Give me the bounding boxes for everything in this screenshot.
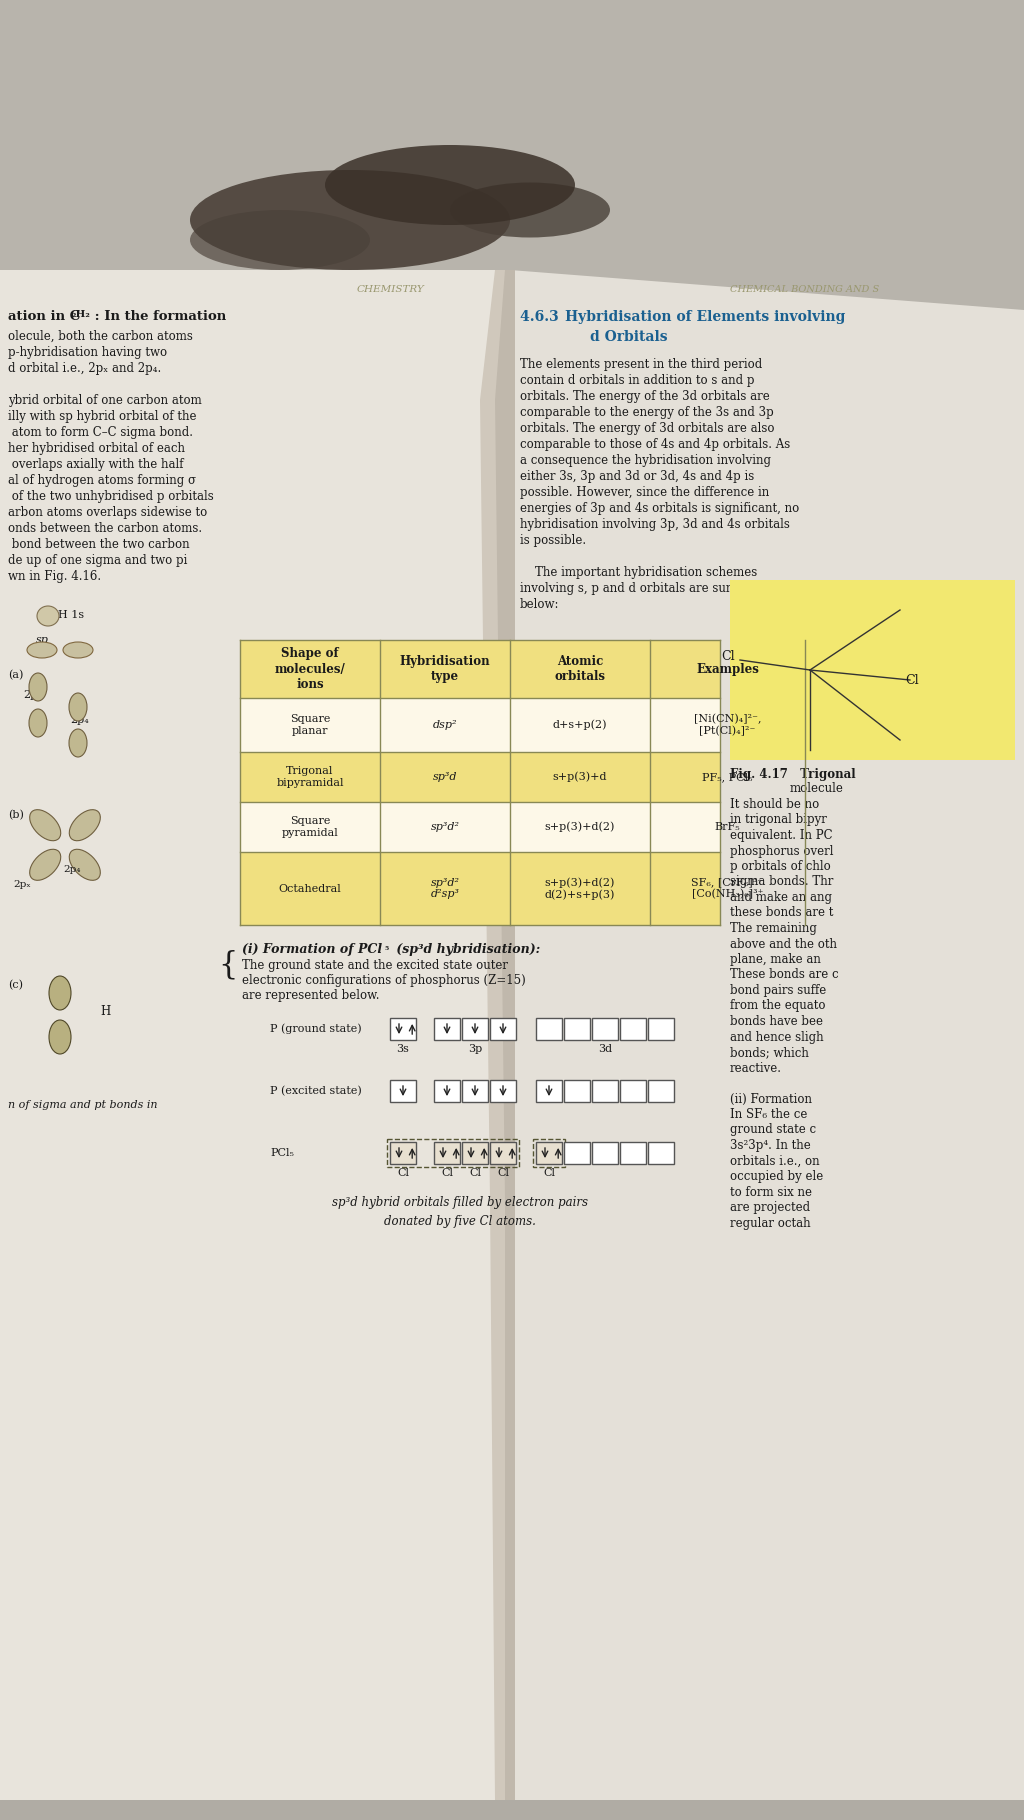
Text: (sp³d hybridisation):: (sp³d hybridisation): [392,943,541,956]
Ellipse shape [29,710,47,737]
Text: : In the formation: : In the formation [90,309,226,322]
Text: Atomic
orbitals: Atomic orbitals [555,655,605,682]
Text: 3s: 3s [396,1045,410,1054]
Text: bond between the two carbon: bond between the two carbon [8,539,189,551]
Bar [592,1017,618,1039]
Text: orbitals. The energy of 3d orbitals are also: orbitals. The energy of 3d orbitals are … [520,422,774,435]
Text: (a): (a) [8,670,24,681]
Text: orbitals. The energy of the 3d orbitals are: orbitals. The energy of the 3d orbitals … [520,389,770,402]
Ellipse shape [70,850,100,881]
Text: The ground state and the excited state outer: The ground state and the excited state o… [242,959,508,972]
Text: d Orbitals: d Orbitals [590,329,668,344]
Text: olecule, both the carbon atoms: olecule, both the carbon atoms [8,329,193,342]
Text: Hybridisation
type: Hybridisation type [399,655,490,682]
Text: n of sigma and pt bonds in: n of sigma and pt bonds in [8,1099,158,1110]
Text: from the equato: from the equato [730,999,825,1012]
Text: energies of 3p and 4s orbitals is significant, no: energies of 3p and 4s orbitals is signif… [520,502,800,515]
Text: Square
planar: Square planar [290,713,330,735]
Ellipse shape [190,169,510,269]
Text: Hybridisation of Elements involving: Hybridisation of Elements involving [565,309,846,324]
Text: sp³d hybrid orbitals filled by electron pairs
donated by five Cl atoms.: sp³d hybrid orbitals filled by electron … [332,1196,588,1228]
Text: plane, make an: plane, make an [730,954,821,966]
Text: The important hybridisation schemes: The important hybridisation schemes [520,566,758,579]
Ellipse shape [30,850,60,881]
Bar [648,1079,674,1101]
Text: these bonds are t: these bonds are t [730,906,834,919]
Text: her hybridised orbital of each: her hybridised orbital of each [8,442,185,455]
Text: 2pₓ: 2pₓ [13,881,31,888]
Bar [240,641,720,699]
Text: P (excited state): P (excited state) [270,1087,361,1096]
Bar [390,1079,416,1101]
Bar [564,1017,590,1039]
Text: P (ground state): P (ground state) [270,1023,361,1034]
Ellipse shape [190,209,370,269]
Text: onds between the carbon atoms.: onds between the carbon atoms. [8,522,202,535]
Text: bond pairs suffe: bond pairs suffe [730,985,826,997]
Ellipse shape [27,642,57,659]
Text: of the two unhybridised p orbitals: of the two unhybridised p orbitals [8,490,214,502]
Bar [462,1017,488,1039]
Ellipse shape [69,730,87,757]
Text: ₂H₂: ₂H₂ [72,309,91,318]
Bar [564,1079,590,1101]
Text: Cl: Cl [905,673,919,686]
Bar [462,1141,488,1165]
Text: phosphorus overl: phosphorus overl [730,844,834,857]
Text: s+p(3)+d(2)
d(2)+s+p(3): s+p(3)+d(2) d(2)+s+p(3) [545,877,615,899]
Text: equivalent. In PC: equivalent. In PC [730,828,833,843]
Text: 3s²3p⁴. In the: 3s²3p⁴. In the [730,1139,811,1152]
Text: below:: below: [520,599,559,612]
Bar [240,803,720,852]
Text: SF₆, [CrF₆]³⁻
[Co(NH₃)₆]³⁺: SF₆, [CrF₆]³⁻ [Co(NH₃)₆]³⁺ [691,877,764,899]
Text: Octahedral: Octahedral [279,883,341,894]
Text: de up of one sigma and two pi: de up of one sigma and two pi [8,553,187,568]
Text: overlaps axially with the half: overlaps axially with the half [8,459,183,471]
Text: Cl: Cl [397,1168,409,1178]
Polygon shape [495,269,515,1800]
Text: Square
pyramidal: Square pyramidal [282,815,338,837]
Ellipse shape [49,976,71,1010]
Text: Cl: Cl [441,1168,453,1178]
Text: 3p: 3p [468,1045,482,1054]
Bar [536,1079,562,1101]
Text: electronic configurations of phosphorus (Z=15): electronic configurations of phosphorus … [242,974,525,986]
Text: d+s+p(2): d+s+p(2) [553,719,607,730]
Bar [592,1141,618,1165]
Text: sigma bonds. Thr: sigma bonds. Thr [730,875,834,888]
Polygon shape [510,269,1024,1800]
Text: sp: sp [36,635,49,644]
Polygon shape [0,269,500,1800]
Text: illy with sp hybrid orbital of the: illy with sp hybrid orbital of the [8,410,197,422]
Text: Cl: Cl [543,1168,555,1178]
Text: p orbitals of chlo: p orbitals of chlo [730,861,830,874]
Bar [620,1017,646,1039]
Text: a consequence the hybridisation involving: a consequence the hybridisation involvin… [520,453,771,468]
Text: 4.6.3: 4.6.3 [520,309,568,324]
Bar [536,1017,562,1039]
Text: arbon atoms overlaps sidewise to: arbon atoms overlaps sidewise to [8,506,207,519]
Text: H 1s: H 1s [58,610,84,621]
Text: [Ni(CN)₄]²⁻,
[Pt(Cl)₄]²⁻: [Ni(CN)₄]²⁻, [Pt(Cl)₄]²⁻ [693,713,761,735]
Text: al of hydrogen atoms forming σ: al of hydrogen atoms forming σ [8,473,196,488]
Bar [390,1141,416,1165]
Text: Cl: Cl [497,1168,509,1178]
Bar [462,1079,488,1101]
Text: s+p(3)+d(2): s+p(3)+d(2) [545,821,615,832]
Ellipse shape [49,1019,71,1054]
Text: bonds have bee: bonds have bee [730,1016,823,1028]
Text: are represented below.: are represented below. [242,988,380,1003]
Bar [0,0,1024,309]
Bar [534,1139,565,1167]
Text: Cl: Cl [469,1168,481,1178]
Bar [240,852,720,925]
Text: either 3s, 3p and 3d or 3d, 4s and 4p is: either 3s, 3p and 3d or 3d, 4s and 4p is [520,470,755,482]
Text: atom to form C–C sigma bond.: atom to form C–C sigma bond. [8,426,193,439]
Text: Cl: Cl [721,650,735,664]
Text: It should be no: It should be no [730,797,819,812]
Text: is possible.: is possible. [520,533,586,548]
Bar [387,1139,519,1167]
Bar [434,1079,460,1101]
Bar [240,699,720,752]
Text: reactive.: reactive. [730,1061,782,1074]
